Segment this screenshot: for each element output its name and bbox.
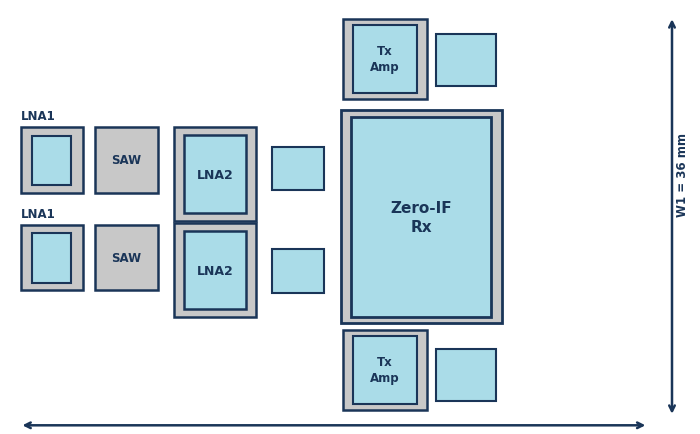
Bar (436, 35, 496, 87)
Bar (436, 349, 496, 401)
Text: Tx
Amp: Tx Amp (370, 355, 400, 385)
Bar (174, 128, 256, 221)
Text: SAW: SAW (111, 154, 141, 167)
Text: LNA1: LNA1 (21, 109, 56, 122)
Bar (184, 136, 246, 214)
Bar (94, 226, 158, 291)
Bar (353, 336, 417, 404)
Bar (343, 330, 427, 410)
Bar (353, 26, 417, 93)
Text: LNA2: LNA2 (197, 168, 233, 181)
Bar (343, 20, 427, 100)
Bar (351, 118, 491, 317)
Bar (184, 231, 246, 309)
Bar (272, 250, 324, 293)
Bar (21, 128, 83, 193)
Bar (341, 111, 502, 323)
Text: LNA1: LNA1 (21, 207, 56, 220)
Text: LNA2: LNA2 (197, 264, 233, 277)
Bar (32, 136, 71, 185)
Bar (272, 148, 324, 191)
Text: Tx
Amp: Tx Amp (370, 45, 400, 74)
Bar (32, 234, 71, 283)
Bar (174, 224, 256, 317)
Text: Zero-IF
Rx: Zero-IF Rx (391, 200, 452, 235)
Bar (94, 128, 158, 193)
Bar (21, 226, 83, 291)
Text: SAW: SAW (111, 252, 141, 265)
Text: W1 = 36 mm: W1 = 36 mm (676, 133, 689, 217)
